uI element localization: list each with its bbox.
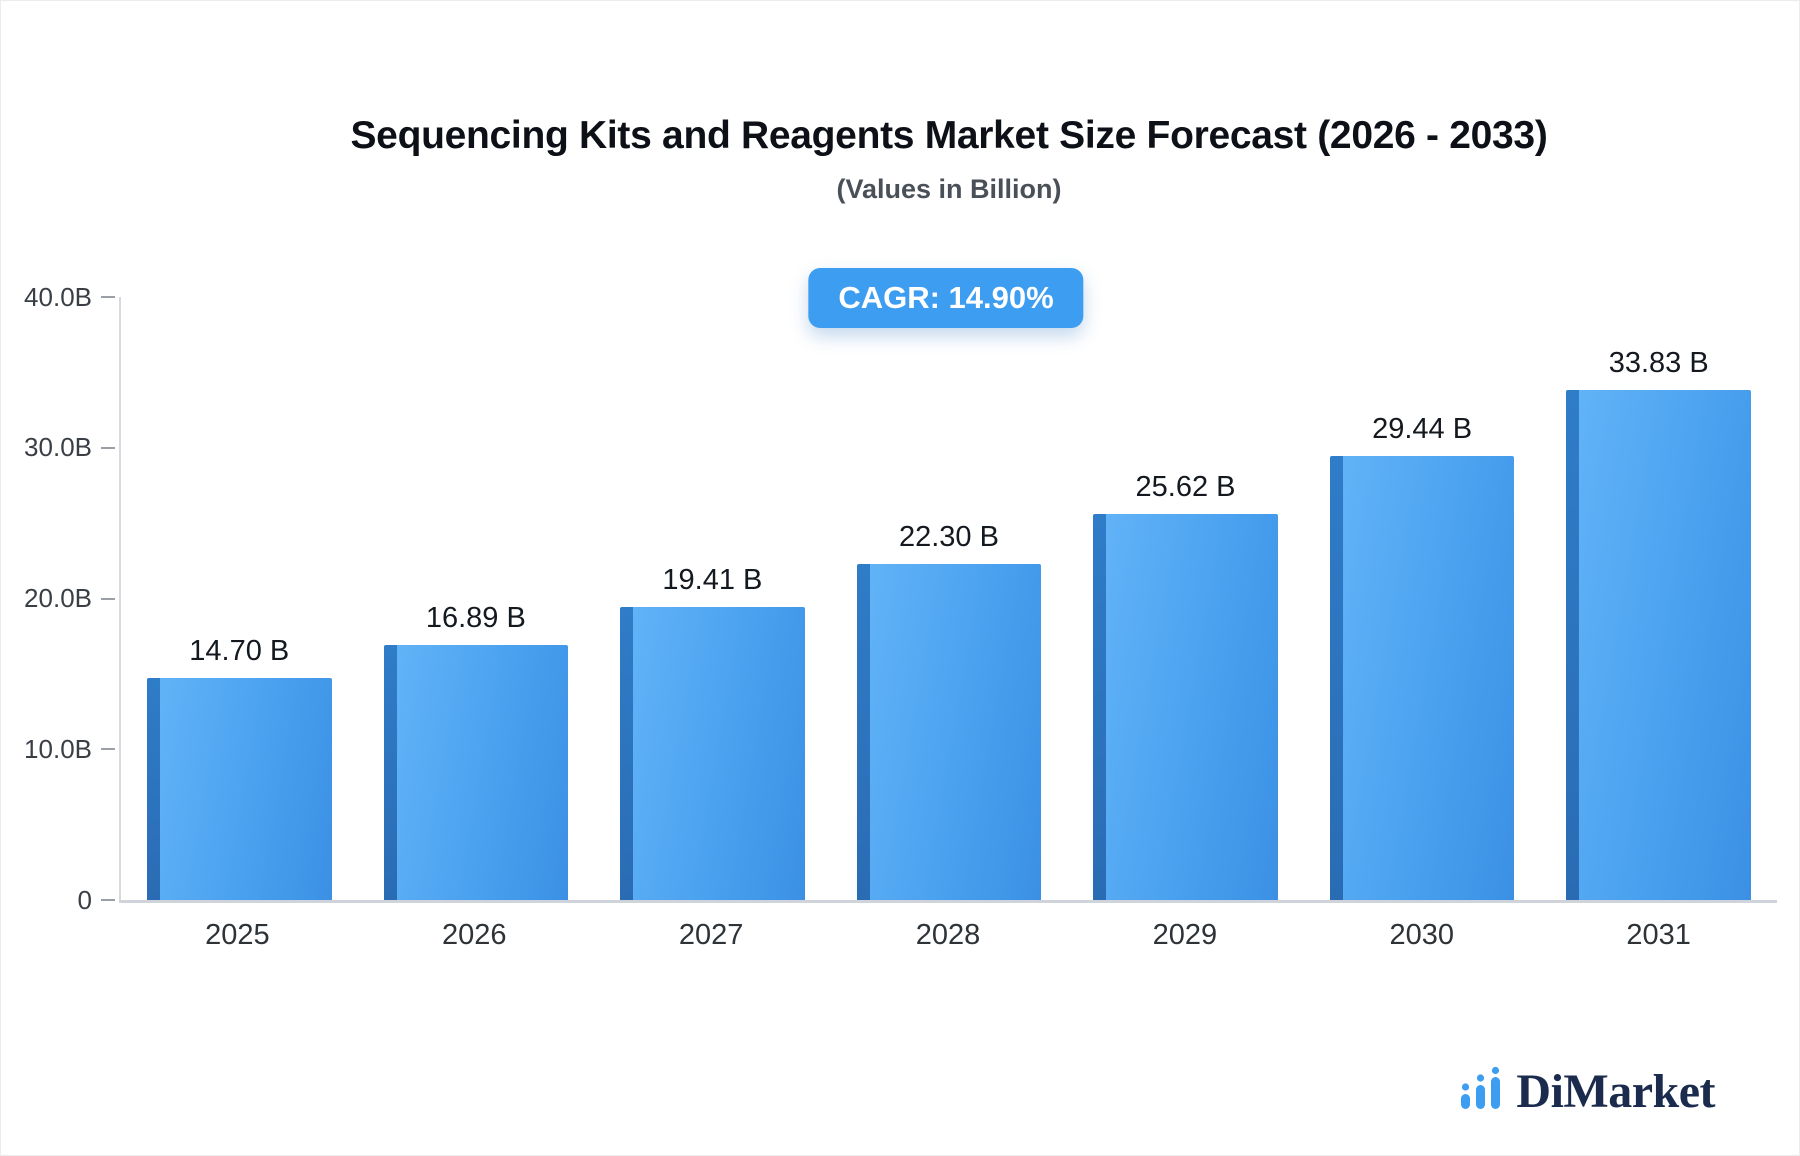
y-axis-tick-mark [101,899,115,901]
y-axis-tick-label: 30.0B [24,432,92,463]
bar-slot-2025: 14.70 B [121,297,358,900]
bar-value-label: 29.44 B [1372,413,1473,446]
bar-2031: 33.83 B [1566,347,1751,900]
y-axis-tick: 40.0B [24,282,121,312]
bar-face [1342,456,1515,900]
x-axis-label: 2027 [678,919,744,951]
bar-face [1106,513,1278,900]
bar-slot-2030: 29.44 B [1304,297,1541,900]
bar-slot-2027: 19.41 B [594,297,831,900]
bar-2029: 25.62 B [1093,471,1278,900]
y-axis-tick-mark [101,597,115,600]
chart-subtitle: (Values in Billion) [836,173,1062,204]
bar-2030: 29.44 B [1329,413,1515,900]
y-axis-tick-mark [101,748,115,751]
bar-2028: 22.30 B [856,521,1042,900]
logo-text: DiMarket [1516,1065,1715,1118]
dimarket-logo: DiMarket [1458,1064,1715,1119]
bar-slot-2028: 22.30 B [831,297,1068,900]
cagr-badge: CAGR: 14.90% [808,268,1084,328]
y-axis-tick-label: 40.0B [24,281,92,312]
bar-2025: 14.70 B [147,635,332,900]
bar-chart-icon [1458,1066,1504,1117]
x-axis-label: 2029 [1152,919,1218,951]
x-axis-label: 2028 [915,919,981,951]
y-axis-tick: 0 [78,885,121,915]
bar-2026: 16.89 B [383,602,569,900]
bar-face [869,563,1042,900]
bar-value-label: 16.89 B [425,602,526,635]
bar-face [160,678,332,900]
chart-header: Sequencing Kits and Reagents Market Size… [121,113,1777,205]
x-axis-labels: 2025 2026 2027 2028 2029 2030 2031 [119,919,1777,952]
y-axis-tick-label: 20.0B [24,583,92,613]
bar-value-label: 14.70 B [189,635,290,668]
bar-value-label: 22.30 B [898,520,999,553]
bar-value-label: 25.62 B [1135,470,1236,503]
x-axis-label: 2031 [1626,919,1691,951]
bar-3d-side [383,645,397,900]
y-axis-tick-label: 10.0B [24,733,92,764]
y-axis-tick-label: 0 [77,884,92,915]
bar-slot-2026: 16.89 B [358,297,595,900]
bar-3d-side [1566,390,1580,900]
bar-3d-side [1329,456,1343,900]
bar-face [633,607,805,900]
x-axis-label: 2026 [442,919,507,951]
bar-face [396,645,569,900]
chart-title: Sequencing Kits and Reagents Market Size… [350,114,1548,157]
bar-2027: 19.41 B [620,564,805,900]
bar-slot-2031: 33.83 B [1540,297,1777,900]
y-axis-tick: 20.0B [24,583,121,614]
bar-value-label: 19.41 B [662,564,763,597]
bar-3d-side [620,607,634,900]
bar-3d-side [147,678,161,900]
y-axis-tick: 30.0B [24,432,121,463]
bar-face [1579,390,1751,900]
y-axis-tick-mark [101,296,115,298]
bar-3d-side [856,563,870,900]
plot-area: 0 10.0B 20.0B 30.0B 40.0B 14.70 B 16.89 B 19.41… [24,282,1777,915]
bar-value-label: 33.83 B [1608,347,1709,380]
x-axis-label: 2030 [1389,919,1454,951]
bar-slot-2029: 25.62 B [1067,297,1304,900]
y-axis-tick-mark [101,446,115,449]
bar-3d-side [1093,513,1107,900]
x-axis-label: 2025 [205,919,270,951]
y-axis-tick: 10.0B [24,734,121,764]
